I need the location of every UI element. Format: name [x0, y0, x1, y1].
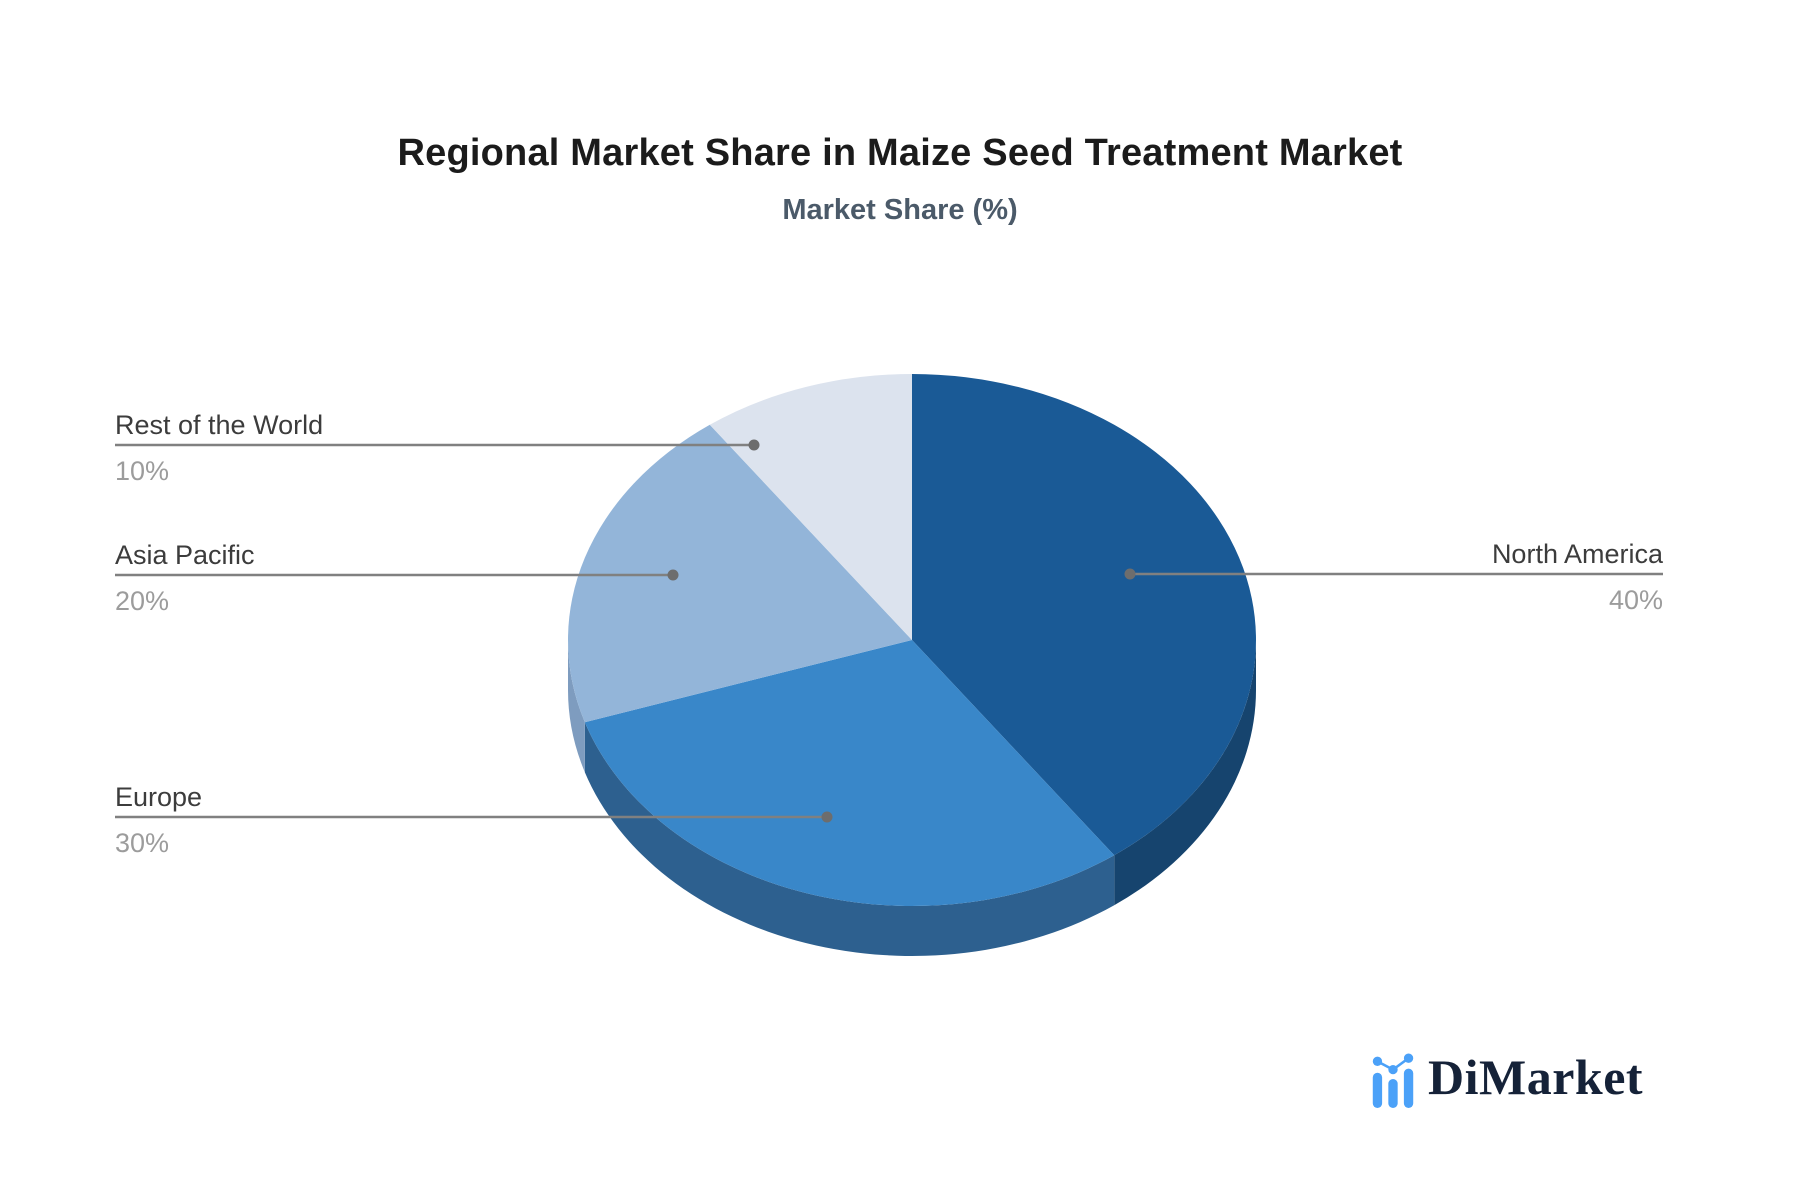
slice-label-asia-pacific: Asia Pacific 20%: [115, 539, 255, 617]
pie-slice-north-america: [912, 374, 1256, 856]
slice-percent-text: 40%: [1608, 585, 1663, 615]
pie-slice-europe: [584, 640, 1115, 907]
slice-label-europe: Europe 30%: [115, 781, 202, 859]
pie-slice-side: [1114, 640, 1256, 906]
chart-title: Regional Market Share in Maize Seed Trea…: [397, 132, 1403, 174]
pie-slice-side: [584, 722, 1115, 957]
slice-label-text: Europe: [115, 782, 203, 812]
leader-dot: [667, 569, 679, 581]
pie-slice-side: [568, 640, 585, 773]
brand-name: DiMarket: [1428, 1049, 1644, 1105]
pie-slice-rest-of-the-world: [709, 374, 912, 640]
brand-watermark: DiMarket: [1372, 1046, 1643, 1108]
pie-slice-asia-pacific: [568, 424, 912, 723]
leader-dot: [748, 439, 760, 451]
slice-label-north-america: North America 40%: [1492, 538, 1663, 616]
slice-label-rest-of-the-world: Rest of the World 10%: [115, 409, 323, 487]
slice-label-text: Asia Pacific: [115, 540, 255, 570]
slice-percent-text: 10%: [115, 456, 170, 486]
leader-dot: [821, 811, 833, 823]
slice-percent-text: 30%: [115, 828, 170, 858]
slice-label-text: Rest of the World: [115, 410, 324, 440]
slice-label-text: North America: [1491, 539, 1663, 569]
bar-line-chart-icon: [1372, 1053, 1414, 1108]
leader-dot: [1124, 568, 1136, 580]
slice-percent-text: 20%: [115, 586, 170, 616]
chart-subtitle: Market Share (%): [782, 194, 1018, 226]
